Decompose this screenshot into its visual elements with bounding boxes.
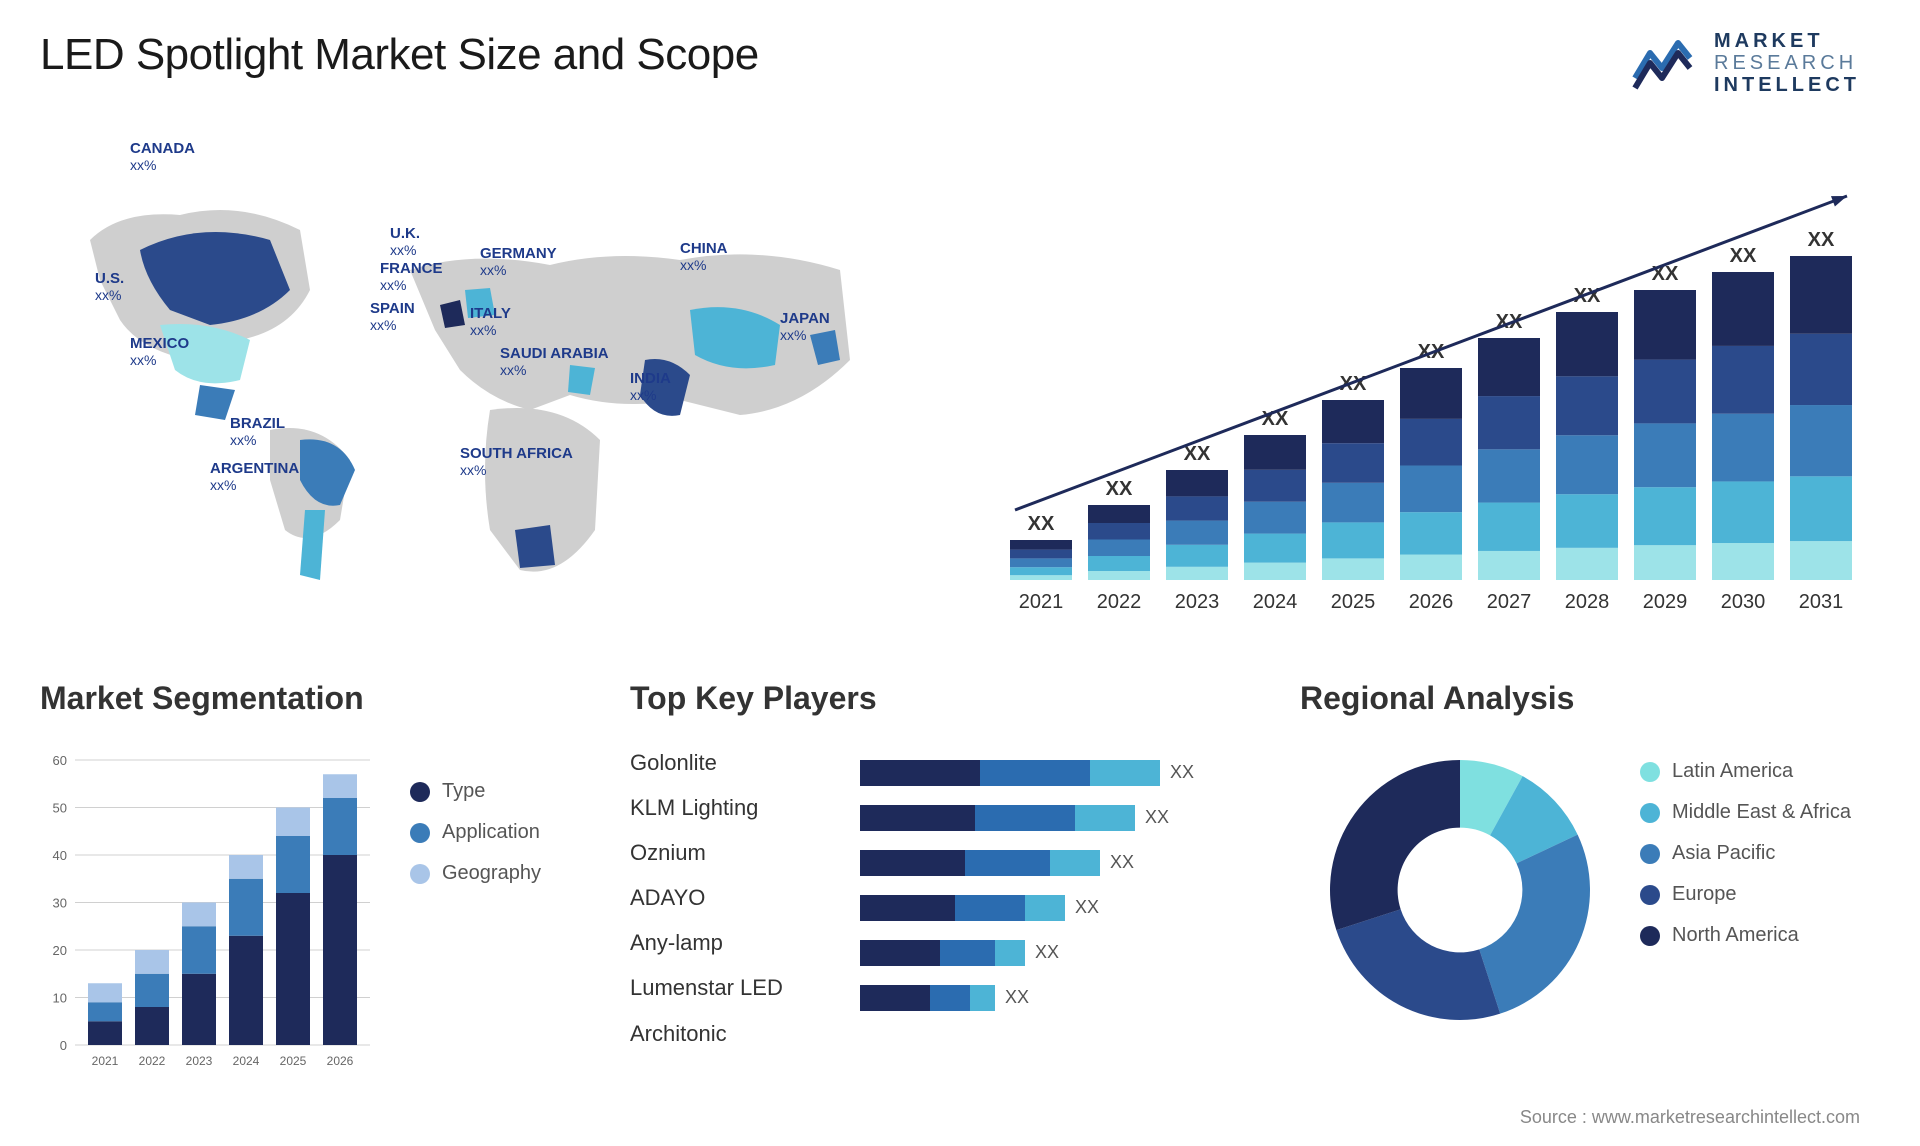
- map-label-saudi-arabia: SAUDI ARABIAxx%: [500, 345, 609, 378]
- logo-icon: [1630, 33, 1700, 93]
- regional-section: Regional Analysis Latin America Middle Ea…: [1300, 680, 1880, 1100]
- map-label-spain: SPAINxx%: [370, 300, 415, 333]
- region-legend-latin-america: Latin America: [1640, 760, 1851, 783]
- player-bar-row: XX: [860, 930, 1260, 975]
- region-legend-north-america: North America: [1640, 924, 1851, 947]
- header: LED Spotlight Market Size and Scope MARK…: [40, 30, 1860, 96]
- map-label-france: FRANCExx%: [380, 260, 443, 293]
- player-oznium: Oznium: [630, 830, 783, 875]
- player-golonlite: Golonlite: [630, 740, 783, 785]
- player-lumenstar-led: Lumenstar LED: [630, 965, 783, 1010]
- map-label-india: INDIAxx%: [630, 370, 671, 403]
- svg-text:2031: 2031: [1799, 591, 1844, 613]
- svg-text:50: 50: [53, 801, 67, 816]
- player-bar-row: XX: [860, 885, 1260, 930]
- svg-text:2030: 2030: [1721, 591, 1766, 613]
- source-credit: Source : www.marketresearchintellect.com: [1520, 1107, 1860, 1128]
- svg-text:40: 40: [53, 848, 67, 863]
- players-bars: XXXXXXXXXXXX: [860, 750, 1260, 1020]
- map-label-u.s.: U.S.xx%: [95, 270, 124, 303]
- map-label-argentina: ARGENTINAxx%: [210, 460, 299, 493]
- map-label-south-africa: SOUTH AFRICAxx%: [460, 445, 573, 478]
- logo: MARKET RESEARCH INTELLECT: [1630, 30, 1860, 96]
- player-architonic: Architonic: [630, 1011, 783, 1056]
- map-label-u.k.: U.K.xx%: [390, 225, 420, 258]
- svg-text:2024: 2024: [1253, 591, 1298, 613]
- map-label-china: CHINAxx%: [680, 240, 728, 273]
- svg-text:2021: 2021: [92, 1054, 119, 1068]
- map-label-brazil: BRAZILxx%: [230, 415, 285, 448]
- svg-text:30: 30: [53, 896, 67, 911]
- segmentation-section: Market Segmentation 0 10 20 30 40 50 60 2021 202…: [40, 680, 600, 1100]
- svg-text:XX: XX: [1028, 513, 1055, 535]
- player-klm-lighting: KLM Lighting: [630, 785, 783, 830]
- main-growth-chart: XX 2021 XX 2022 XX 2023 XX 2024 XX 2025 XX 2026 XX 20…: [980, 140, 1860, 640]
- regional-legend: Latin America Middle East & Africa Asia Pa…: [1640, 760, 1851, 965]
- player-bar-row: XX: [860, 750, 1260, 795]
- svg-text:XX: XX: [1730, 245, 1757, 267]
- map-label-germany: GERMANYxx%: [480, 245, 557, 278]
- svg-text:2028: 2028: [1565, 591, 1610, 613]
- player-adayo: ADAYO: [630, 875, 783, 920]
- segmentation-legend: Type Application Geography: [410, 780, 541, 903]
- map-label-italy: ITALYxx%: [470, 305, 511, 338]
- svg-text:10: 10: [53, 991, 67, 1006]
- svg-text:XX: XX: [1574, 285, 1601, 307]
- logo-line3: INTELLECT: [1714, 74, 1860, 96]
- map-label-mexico: MEXICOxx%: [130, 335, 189, 368]
- svg-text:2021: 2021: [1019, 591, 1064, 613]
- players-name-list: GolonliteKLM LightingOzniumADAYOAny-lamp…: [630, 740, 783, 1056]
- seg-legend-geography: Geography: [410, 862, 541, 885]
- svg-text:60: 60: [53, 753, 67, 768]
- svg-text:XX: XX: [1808, 229, 1835, 251]
- seg-legend-type: Type: [410, 780, 541, 803]
- svg-text:20: 20: [53, 943, 67, 958]
- player-any-lamp: Any-lamp: [630, 920, 783, 965]
- svg-text:2029: 2029: [1643, 591, 1688, 613]
- map-label-canada: CANADAxx%: [130, 140, 195, 173]
- svg-text:2024: 2024: [233, 1054, 260, 1068]
- logo-line2: RESEARCH: [1714, 52, 1860, 74]
- world-map: CANADAxx% U.S.xx% MEXICOxx% BRAZILxx% ARGENT…: [40, 120, 940, 660]
- svg-text:2023: 2023: [1175, 591, 1220, 613]
- svg-text:XX: XX: [1652, 263, 1679, 285]
- players-title: Top Key Players: [630, 680, 1270, 717]
- region-legend-asia-pacific: Asia Pacific: [1640, 842, 1851, 865]
- svg-text:2022: 2022: [139, 1054, 166, 1068]
- svg-text:XX: XX: [1106, 478, 1133, 500]
- region-legend-middle-east-africa: Middle East & Africa: [1640, 801, 1851, 824]
- regional-title: Regional Analysis: [1300, 680, 1880, 717]
- region-legend-europe: Europe: [1640, 883, 1851, 906]
- map-label-japan: JAPANxx%: [780, 310, 830, 343]
- logo-line1: MARKET: [1714, 30, 1860, 52]
- player-bar-row: XX: [860, 975, 1260, 1020]
- svg-text:2026: 2026: [327, 1054, 354, 1068]
- segmentation-title: Market Segmentation: [40, 680, 600, 717]
- svg-text:2025: 2025: [1331, 591, 1376, 613]
- svg-text:XX: XX: [1340, 373, 1367, 395]
- svg-text:2025: 2025: [280, 1054, 307, 1068]
- player-bar-row: XX: [860, 840, 1260, 885]
- seg-legend-application: Application: [410, 821, 541, 844]
- svg-text:0: 0: [60, 1038, 67, 1053]
- svg-text:2027: 2027: [1487, 591, 1532, 613]
- key-players-section: Top Key Players GolonliteKLM LightingOzn…: [630, 680, 1270, 1100]
- svg-text:2023: 2023: [186, 1054, 213, 1068]
- page-title: LED Spotlight Market Size and Scope: [40, 30, 759, 80]
- player-bar-row: XX: [860, 795, 1260, 840]
- svg-text:2022: 2022: [1097, 591, 1142, 613]
- svg-text:2026: 2026: [1409, 591, 1454, 613]
